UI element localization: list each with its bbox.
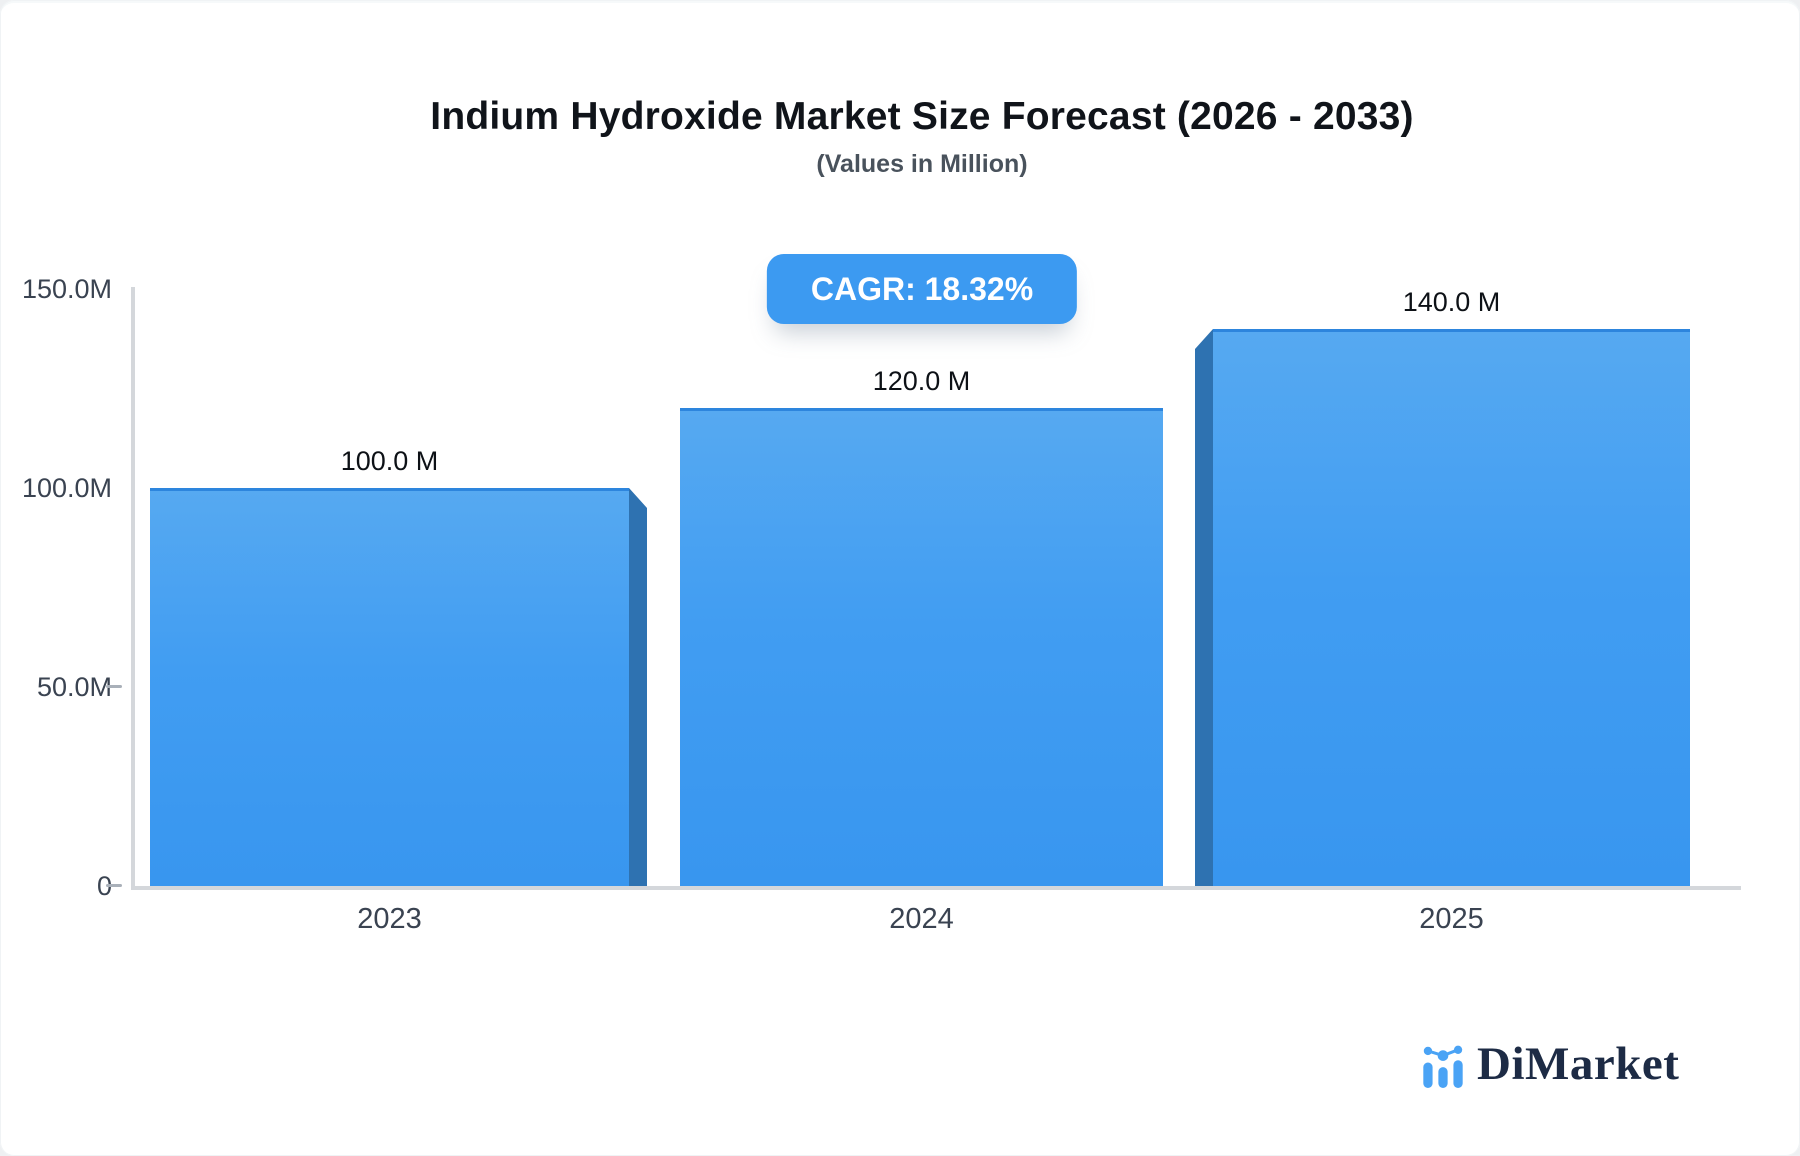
- logo-text: DiMarket: [1477, 1038, 1680, 1090]
- x-category-label: 2025: [1419, 903, 1484, 935]
- bar-side-face: [629, 488, 647, 886]
- y-tick-label: 0: [96, 871, 112, 901]
- x-axis-line: [131, 886, 1741, 890]
- bar-value-label: 120.0 M: [872, 366, 971, 396]
- cagr-badge: CAGR: 18.32%: [766, 254, 1078, 324]
- bar-2024: [680, 408, 1163, 886]
- y-axis-line: [131, 287, 135, 888]
- y-tick-label: 100.0M: [21, 473, 112, 503]
- chart-title: Indium Hydroxide Market Size Forecast (2…: [430, 95, 1414, 138]
- y-tick-mark: [106, 884, 122, 887]
- dimarket-logo: DiMarket: [1420, 1040, 1679, 1088]
- bar-chart-icon: [1423, 1045, 1463, 1088]
- chart-subtitle: (Values in Million): [816, 150, 1028, 178]
- x-category-label: 2023: [357, 903, 422, 935]
- bar-value-label: 100.0 M: [340, 446, 439, 476]
- bar-value-label: 140.0 M: [1402, 287, 1501, 317]
- y-tick-label: 50.0M: [36, 672, 112, 702]
- x-category-label: 2024: [889, 903, 954, 935]
- y-tick-label: 150.0M: [21, 274, 112, 304]
- y-tick-mark: [106, 685, 122, 688]
- bar-side-face: [1195, 329, 1213, 886]
- bar-2023: [150, 488, 629, 886]
- bar-2025: [1213, 329, 1690, 886]
